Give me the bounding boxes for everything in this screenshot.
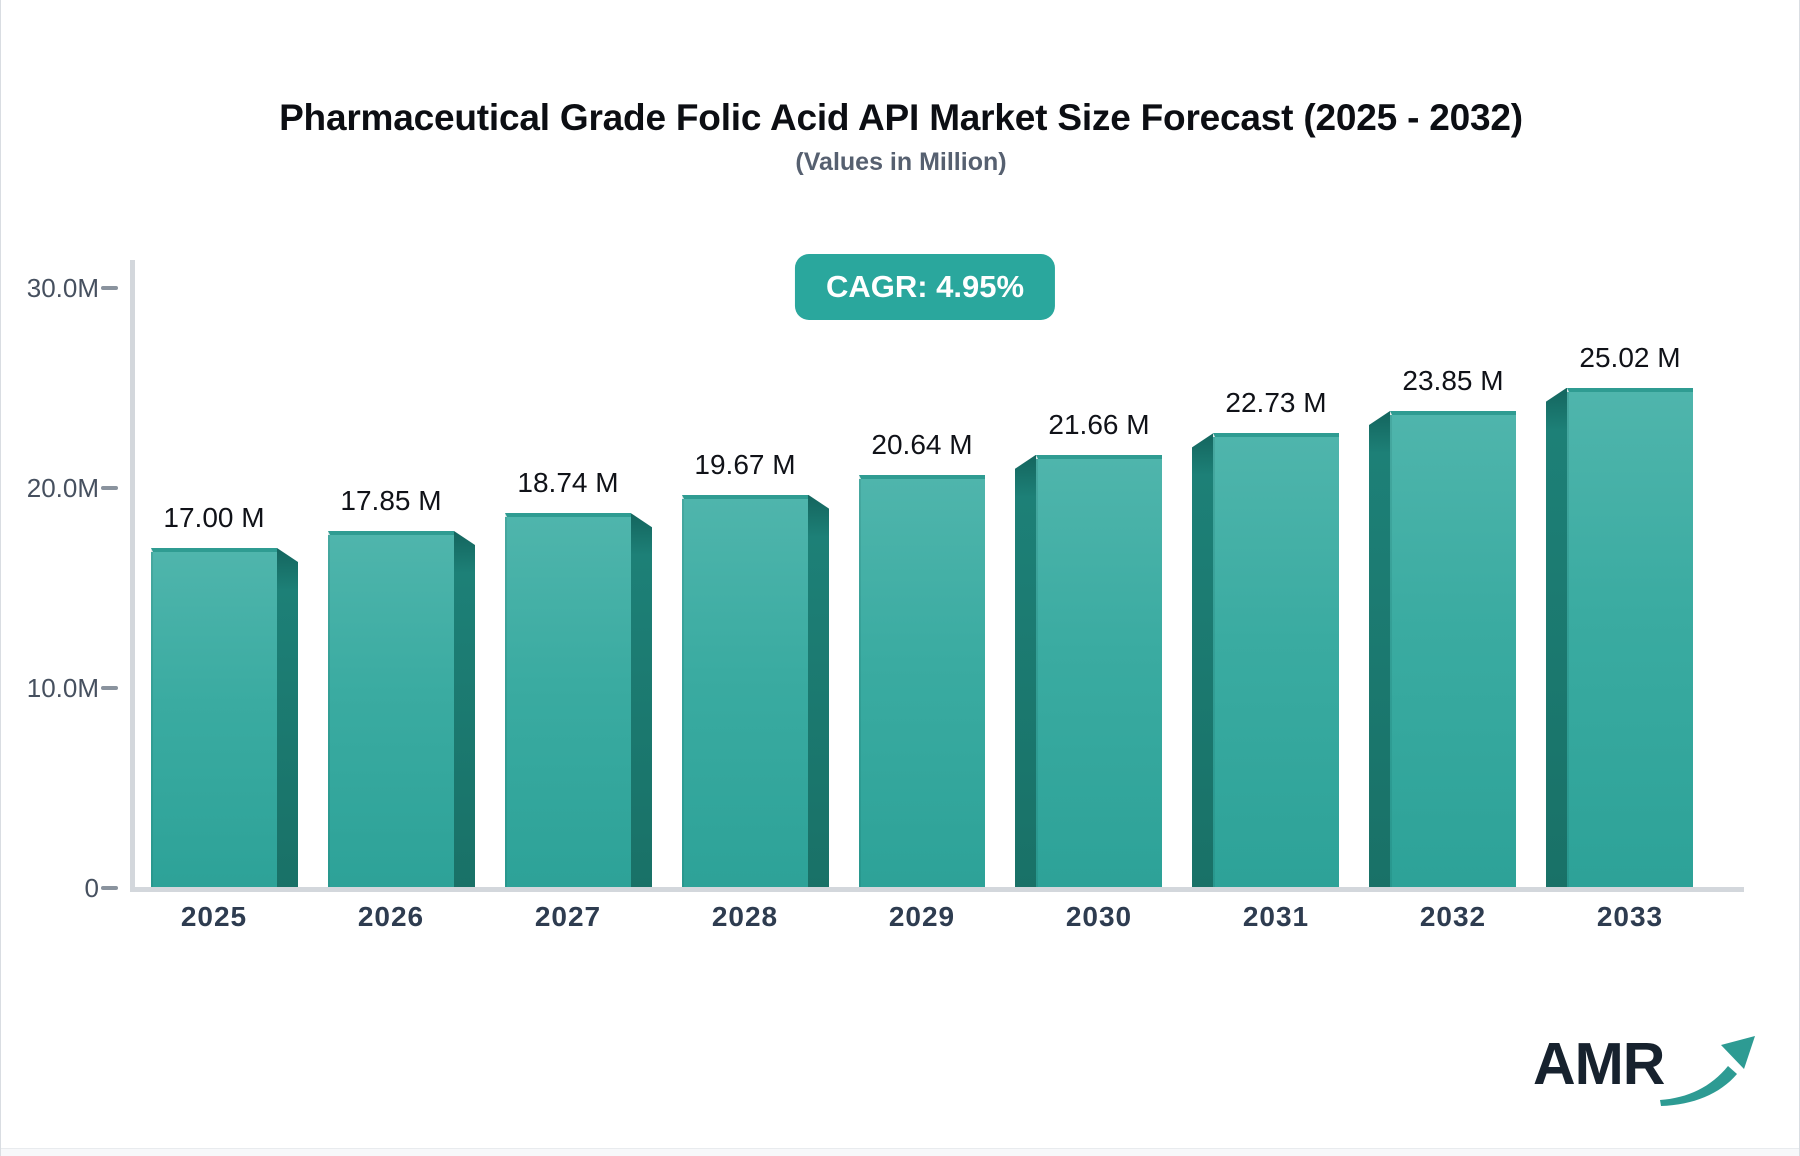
bar-2032 — [1369, 411, 1516, 888]
bar-side-shadow — [1546, 387, 1567, 888]
bar-face — [328, 531, 454, 888]
x-axis-label: 2032 — [1419, 901, 1487, 932]
bar-face — [505, 513, 631, 888]
bar-2030 — [1015, 454, 1162, 888]
cagr-badge: CAGR: 4.95% — [794, 254, 1056, 320]
bar-value-label: 17.85 M — [340, 485, 442, 516]
bar-value-label: 22.73 M — [1225, 387, 1327, 419]
bar-value-label: 25.02 M — [1579, 341, 1681, 373]
bar-face — [1567, 387, 1693, 888]
y-axis-tick-label: 10.0M — [26, 673, 99, 703]
y-axis-tick-mark — [101, 686, 118, 690]
y-axis-tick-mark — [101, 286, 118, 290]
amr-logo-text: AMR — [1533, 1031, 1665, 1097]
y-axis-tick-label: 20.0M — [26, 473, 99, 503]
x-axis-label: 2027 — [534, 901, 602, 932]
x-axis-label: 2033 — [1596, 901, 1664, 932]
bar-2033 — [1546, 387, 1693, 888]
growth-arrow-icon — [1660, 1036, 1756, 1106]
y-axis-line — [130, 260, 135, 892]
bar-2027 — [505, 513, 652, 888]
bar-face — [151, 548, 277, 888]
bottom-divider — [1, 1148, 1799, 1156]
bar-2025 — [151, 548, 298, 888]
bar-value-label: 23.85 M — [1402, 365, 1504, 396]
chart-subtitle: (Values in Million) — [795, 148, 1007, 176]
y-axis-tick-mark — [101, 886, 118, 890]
x-axis-label: 2026 — [357, 901, 425, 932]
bar-side-shadow — [1015, 454, 1036, 888]
bar-face — [1036, 454, 1162, 888]
x-axis-label: 2028 — [711, 901, 779, 932]
bar-value-label: 19.67 M — [694, 448, 796, 480]
y-axis-tick-label: 30.0M — [26, 273, 99, 303]
bar-face — [1390, 411, 1516, 888]
bar-side-shadow — [1192, 433, 1213, 888]
bar-2026 — [328, 531, 475, 888]
bar-side-shadow — [454, 531, 475, 888]
bar-value-label: 18.74 M — [517, 467, 619, 499]
bar-side-shadow — [277, 548, 298, 888]
bar-value-label: 17.00 M — [163, 502, 265, 533]
x-axis-label: 2029 — [888, 901, 956, 932]
chart-title: Pharmaceutical Grade Folic Acid API Mark… — [279, 97, 1523, 138]
y-axis-tick-label: 0 — [84, 873, 99, 903]
bar-face — [859, 475, 985, 888]
bar-side-shadow — [631, 513, 652, 888]
bar-face — [1213, 433, 1339, 888]
bar-2028 — [682, 494, 829, 888]
y-axis-tick-mark — [101, 486, 118, 490]
x-axis-label: 2025 — [180, 901, 248, 932]
bar-face — [682, 494, 808, 888]
bar-value-label: 21.66 M — [1048, 408, 1150, 440]
x-axis-line — [130, 887, 1744, 892]
amr-logo: AMR — [1533, 1028, 1758, 1109]
x-axis-label: 2030 — [1065, 901, 1133, 932]
bar-2031 — [1192, 433, 1339, 888]
bar-side-shadow — [1369, 411, 1390, 888]
x-axis-label: 2031 — [1242, 901, 1310, 932]
bar-side-shadow — [808, 494, 829, 888]
bar-value-label: 20.64 M — [871, 429, 973, 461]
bar-2029 — [859, 475, 985, 888]
